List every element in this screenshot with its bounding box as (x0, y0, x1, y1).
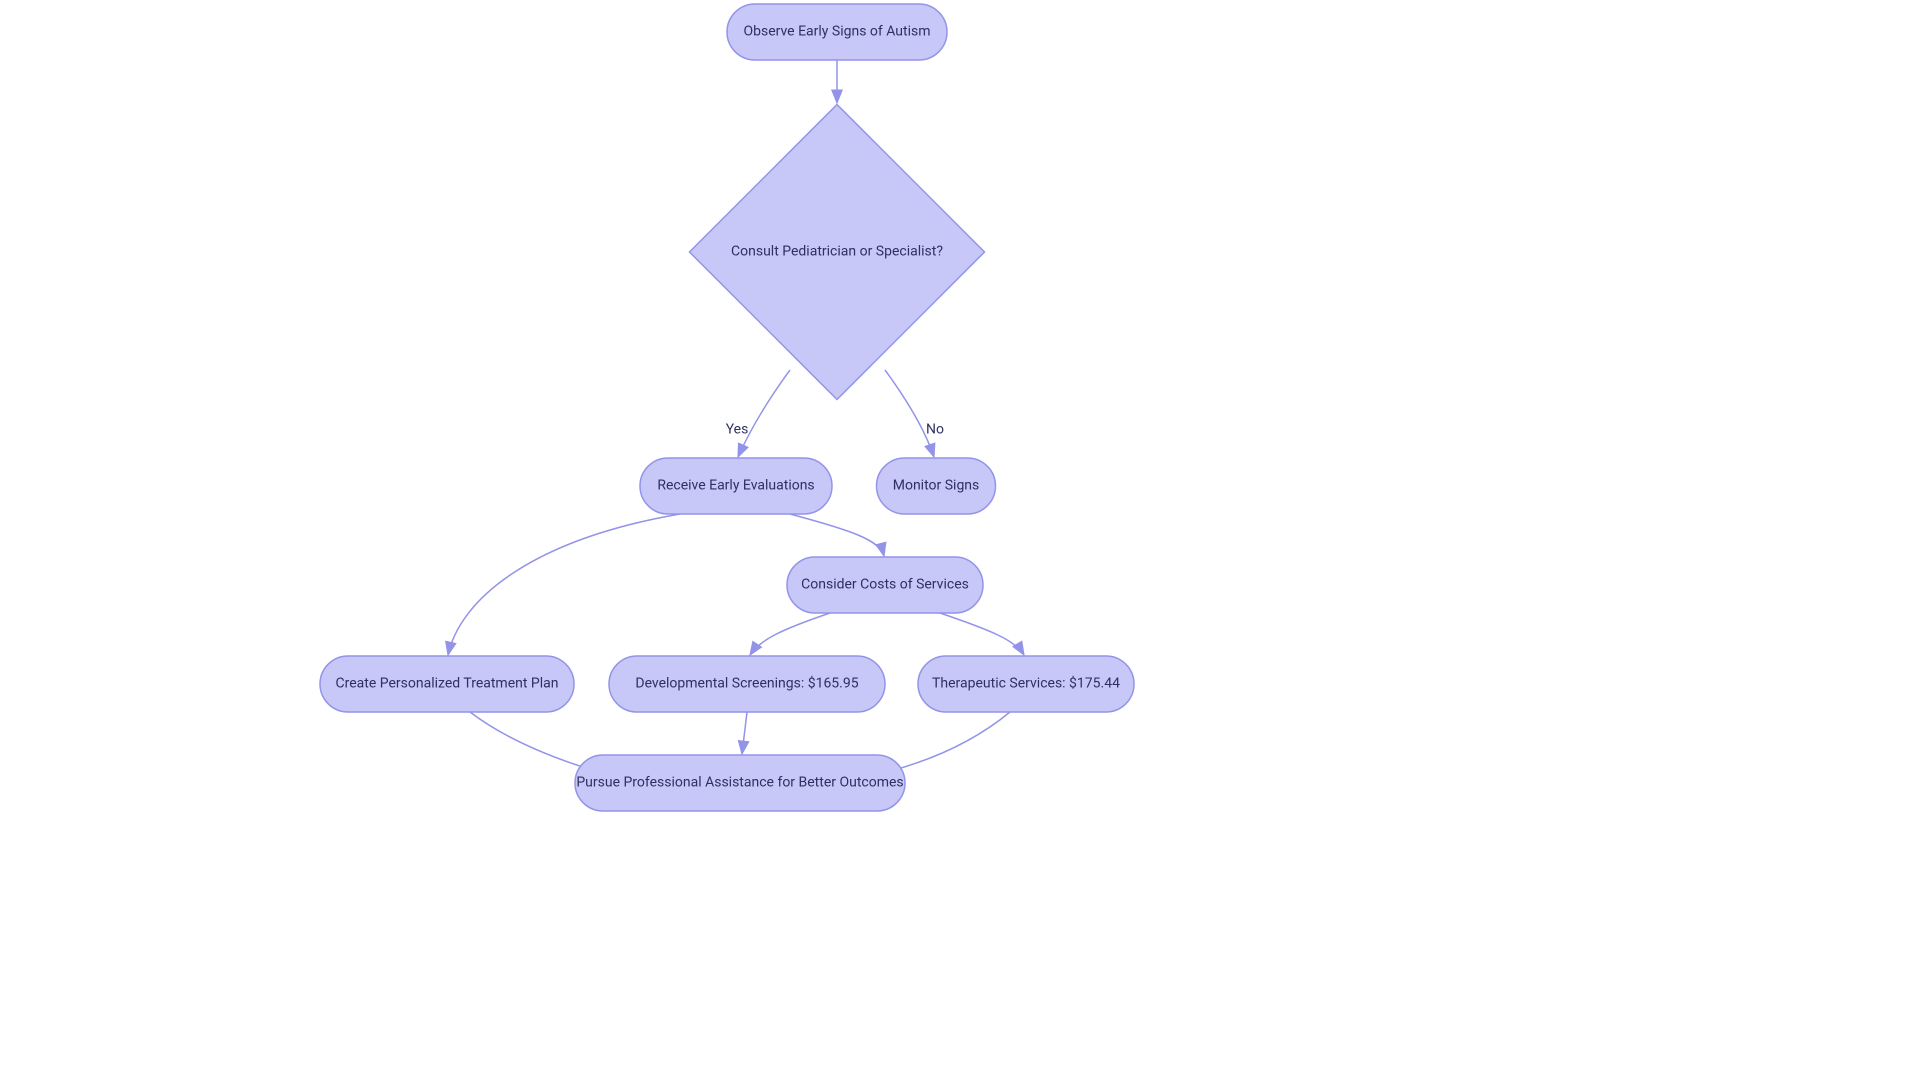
node-label-observe: Observe Early Signs of Autism (743, 24, 930, 40)
node-costs: Consider Costs of Services (787, 557, 983, 613)
node-label-plan: Create Personalized Treatment Plan (335, 676, 558, 692)
edge-e6 (750, 613, 830, 655)
node-label-consult: Consult Pediatrician or Specialist? (731, 244, 943, 260)
node-plan: Create Personalized Treatment Plan (320, 656, 574, 712)
node-monitor: Monitor Signs (877, 458, 996, 514)
node-evals: Receive Early Evaluations (640, 458, 832, 514)
edge-label-e3: No (926, 422, 944, 438)
node-consult: Consult Pediatrician or Specialist? (690, 105, 985, 400)
edge-labels-layer: Yes No (726, 422, 944, 438)
nodes-layer: Observe Early Signs of Autism Consult Ped… (320, 4, 1134, 811)
node-label-therapy: Therapeutic Services: $175.44 (932, 675, 1120, 692)
node-label-pursue: Pursue Professional Assistance for Bette… (576, 775, 903, 791)
flowchart-canvas: Observe Early Signs of Autism Consult Ped… (0, 0, 1920, 1083)
node-label-monitor: Monitor Signs (893, 478, 980, 494)
edge-e5 (790, 514, 884, 556)
edge-e7 (940, 613, 1024, 655)
node-screenings: Developmental Screenings: $165.95 (609, 656, 885, 712)
node-label-evals: Receive Early Evaluations (657, 478, 814, 494)
node-label-screenings: Developmental Screenings: $165.95 (635, 675, 858, 692)
edge-e4 (448, 514, 680, 655)
node-pursue: Pursue Professional Assistance for Bette… (575, 755, 905, 811)
edge-e2 (738, 370, 790, 457)
edge-e9 (742, 712, 747, 754)
edge-label-e2: Yes (726, 422, 749, 438)
node-label-costs: Consider Costs of Services (801, 577, 969, 593)
node-observe: Observe Early Signs of Autism (727, 4, 947, 60)
edge-e3 (885, 370, 934, 457)
node-therapy: Therapeutic Services: $175.44 (918, 656, 1134, 712)
